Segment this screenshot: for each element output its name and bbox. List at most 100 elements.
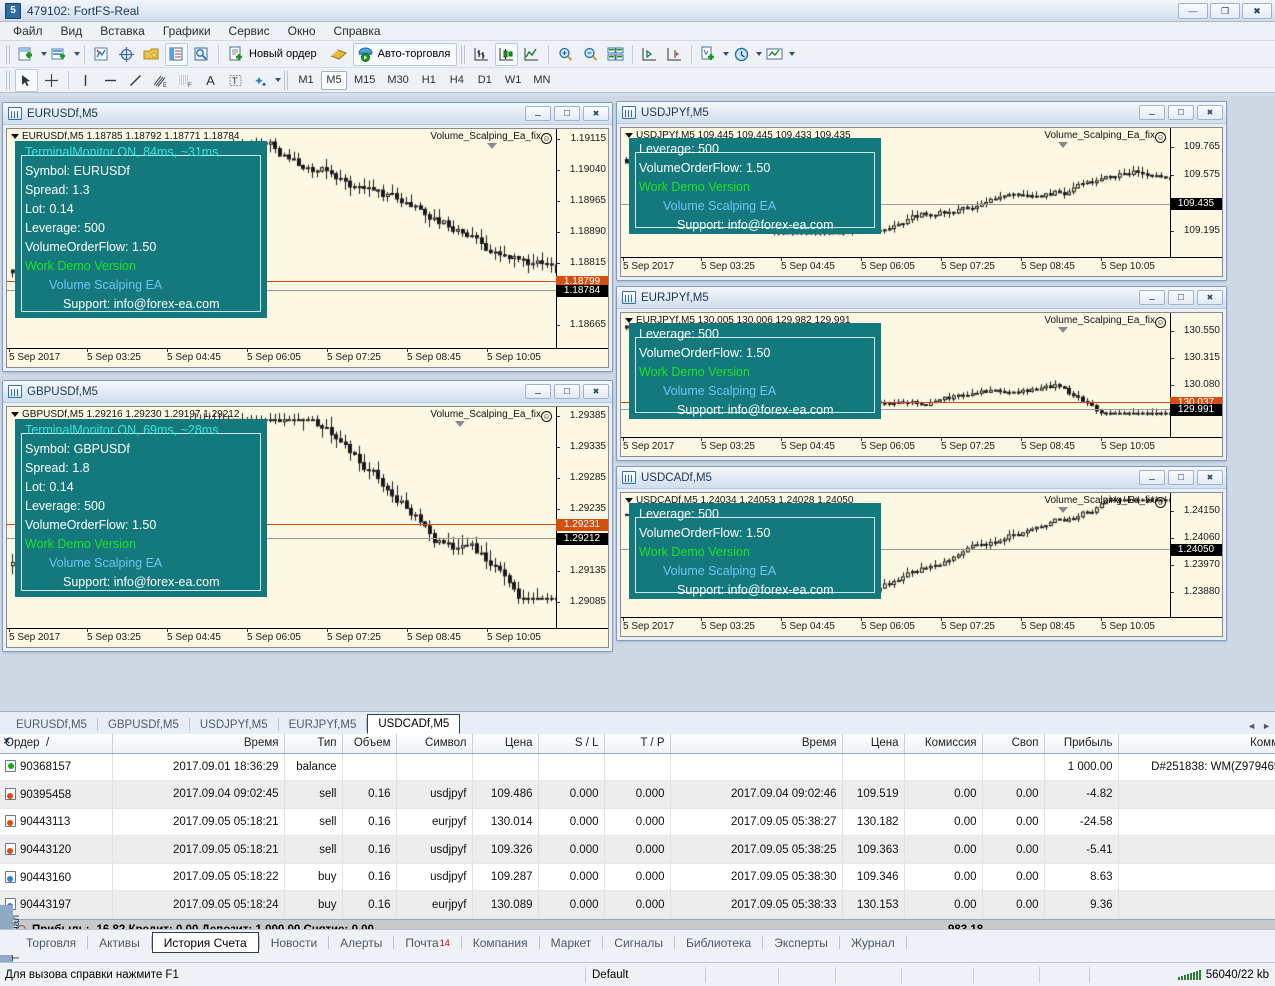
chart-plot-area[interactable]: EURUSDf,M5 1.18785 1.18792 1.18771 1.187… (7, 129, 556, 348)
toolbar-grip[interactable] (6, 44, 11, 64)
chart-restore-button[interactable]: ☐ (554, 384, 580, 399)
time-axis[interactable]: 5 Sep 2017 5 Sep 03:25 5 Sep 04:45 5 Sep… (621, 617, 1222, 636)
new-order-button[interactable]: Новый ордер (224, 43, 324, 66)
timeframe-mn[interactable]: MN (533, 74, 551, 86)
price-axis[interactable]: 1.19115 1.19040 1.18965 1.18890 1.18815 … (556, 129, 608, 348)
chart-window-usdcad[interactable]: USDCADf,M5 ⚊ ☐ ✖ USDCADf,M5 1.24034 1.24… (616, 466, 1227, 641)
chart-minimize-button[interactable]: ⚊ (1139, 470, 1165, 485)
strategy-tester-icon[interactable] (190, 43, 213, 66)
col-open-time[interactable]: Время (112, 734, 285, 754)
col-profit[interactable]: Прибыль (1044, 734, 1119, 754)
fibonacci-icon[interactable]: F (174, 69, 197, 92)
timeframe-h4[interactable]: H4 (449, 74, 464, 86)
status-profile[interactable]: Default (585, 966, 705, 983)
horizontal-line-icon[interactable] (99, 69, 122, 92)
timeframe-m1[interactable]: M1 (298, 74, 314, 86)
status-connection[interactable]: 56040/22 kb (1089, 966, 1275, 983)
periods-icon[interactable] (730, 43, 753, 66)
col-tp[interactable]: T / P (604, 734, 671, 754)
chart-plot-area[interactable]: GBPUSDf,M5 1.29216 1.29230 1.29197 1.292… (7, 407, 556, 628)
chart-tab-usdjpy[interactable]: USDJPYf,M5 (199, 718, 268, 731)
zoom-out-icon[interactable] (579, 43, 602, 66)
chart-tab-eurjpy[interactable]: EURJPYf,M5 (288, 718, 357, 731)
chart-minimize-button[interactable]: ⚊ (1139, 290, 1165, 305)
col-close-time[interactable]: Время (670, 734, 843, 754)
equidistant-channel-icon[interactable]: E (149, 69, 172, 92)
chart-close-button[interactable]: ✖ (1197, 105, 1223, 120)
chart-plot-area[interactable]: EURJPYf,M5 130.005 130.006 129.982 129.9… (621, 313, 1170, 437)
price-axis[interactable]: 1.24150 1.24060 1.23970 1.23880 1.24050 (1170, 493, 1222, 617)
navigator-icon[interactable] (115, 43, 138, 66)
terminal-tab-account-history[interactable]: История Счета (151, 932, 259, 953)
indicators-icon[interactable] (697, 43, 720, 66)
terminal-tab-market[interactable]: Маркет (550, 935, 592, 950)
terminal-tab-news[interactable]: Новости (270, 935, 318, 950)
shapes-dropdown-icon[interactable] (275, 78, 281, 82)
chart-title-bar[interactable]: USDCADf,M5 ⚊ ☐ ✖ (617, 467, 1226, 489)
terminal-tab-library[interactable]: Библиотека (685, 935, 752, 950)
time-axis[interactable]: 5 Sep 2017 5 Sep 03:25 5 Sep 04:45 5 Sep… (621, 437, 1222, 456)
auto-scroll-icon[interactable] (638, 43, 661, 66)
chart-shift-icon[interactable] (663, 43, 686, 66)
indicators-dropdown-icon[interactable] (723, 52, 730, 56)
menu-item-tools[interactable]: Сервис (228, 24, 270, 38)
profiles-icon[interactable] (48, 43, 71, 66)
toolbar-grip[interactable] (284, 70, 289, 90)
chart-restore-button[interactable]: ☐ (1168, 105, 1194, 120)
table-row[interactable]: 90443120 2017.09.05 05:18:21 sell 0.16 usdjp… (0, 835, 1275, 864)
chart-window-eurjpy[interactable]: EURJPYf,M5 ⚊ ☐ ✖ EURJPYf,M5 130.005 130.… (616, 286, 1227, 461)
chart-restore-button[interactable]: ☐ (554, 106, 580, 121)
timeframe-m5[interactable]: M5 (321, 70, 347, 90)
time-axis[interactable]: 5 Sep 2017 5 Sep 03:25 5 Sep 04:45 5 Sep… (621, 257, 1222, 276)
chart-minimize-button[interactable]: ⚊ (1139, 105, 1165, 120)
chart-title-bar[interactable]: USDJPYf,M5 ⚊ ☐ ✖ (617, 102, 1226, 124)
maximize-button[interactable]: ❐ (1210, 3, 1240, 19)
chart-close-button[interactable]: ✖ (583, 384, 609, 399)
col-type[interactable]: Тип (284, 734, 343, 754)
tab-scroll-right-icon[interactable]: ► (1262, 721, 1271, 731)
timeframe-m30[interactable]: M30 (387, 74, 409, 86)
col-comment[interactable]: Комментарий (1118, 734, 1275, 754)
chart-minimize-button[interactable]: ⚊ (525, 106, 551, 121)
terminal-tab-experts[interactable]: Эксперты (774, 935, 828, 950)
periods-dropdown-icon[interactable] (756, 52, 763, 56)
chart-title-bar[interactable]: GBPUSDf,M5 ⚊ ☐ ✖ (3, 381, 612, 403)
terminal-tab-mailbox[interactable]: Почта 14 (394, 932, 460, 953)
menu-item-file[interactable]: Файл (13, 24, 43, 38)
terminal-tab-journal[interactable]: Журнал (850, 935, 895, 950)
chart-window-eurusd[interactable]: EURUSDf,M5 ⚊ ☐ ✖ EURUSDf,M5 1.18785 1.18… (2, 102, 613, 372)
table-row[interactable]: 90368157 2017.09.01 18:36:29 balance 1 000.… (0, 753, 1275, 782)
table-row[interactable]: 90443113 2017.09.05 05:18:21 sell 0.16 eurjp… (0, 808, 1275, 837)
terminal-tab-alerts[interactable]: Алерты (340, 935, 383, 950)
templates-icon[interactable] (763, 43, 786, 66)
chart-minimize-button[interactable]: ⚊ (525, 384, 551, 399)
chart-title-bar[interactable]: EURUSDf,M5 ⚊ ☐ ✖ (3, 103, 612, 125)
time-axis[interactable]: 5 Sep 2017 5 Sep 03:25 5 Sep 04:45 5 Sep… (7, 348, 608, 367)
menu-item-charts[interactable]: Графики (162, 24, 211, 38)
chart-canvas[interactable]: USDCADf,M5 1.24034 1.24053 1.24028 1.240… (620, 492, 1223, 637)
shapes-icon[interactable] (249, 69, 272, 92)
profiles-dropdown-icon[interactable] (74, 52, 80, 56)
time-axis[interactable]: 5 Sep 2017 5 Sep 03:25 5 Sep 04:45 5 Sep… (7, 628, 608, 647)
terminal-tab-company[interactable]: Компания (472, 935, 528, 950)
line-chart-icon[interactable] (520, 43, 543, 66)
chart-title-bar[interactable]: EURJPYf,M5 ⚊ ☐ ✖ (617, 287, 1226, 309)
menu-item-view[interactable]: Вид (60, 24, 83, 38)
price-axis[interactable]: 130.550 130.315 130.080 129.845 130.037 … (1170, 313, 1222, 437)
price-axis[interactable]: 1.29385 1.29335 1.29285 1.29235 1.29185 … (556, 407, 608, 628)
zoom-in-icon[interactable] (554, 43, 577, 66)
cursor-icon[interactable] (15, 68, 38, 92)
crosshair-icon[interactable] (40, 69, 63, 92)
col-open-price[interactable]: Цена (472, 734, 539, 754)
chart-restore-button[interactable]: ☐ (1168, 470, 1194, 485)
chart-tab-eurusd[interactable]: EURUSDf,M5 (16, 718, 87, 731)
metaeditor-icon[interactable] (326, 43, 351, 66)
timeframe-m15[interactable]: M15 (354, 74, 376, 86)
col-symbol[interactable]: Символ (396, 734, 473, 754)
terminal-tab-exposure[interactable]: Активы (99, 935, 140, 950)
chart-window-gbpusd[interactable]: GBPUSDf,M5 ⚊ ☐ ✖ GBPUSDf,M5 1.29216 1.29… (2, 380, 613, 652)
menu-item-help[interactable]: Справка (333, 24, 381, 38)
chart-close-button[interactable]: ✖ (1197, 470, 1223, 485)
toolbar-grip[interactable] (6, 70, 11, 90)
chart-tab-gbpusd[interactable]: GBPUSDf,M5 (107, 718, 179, 731)
